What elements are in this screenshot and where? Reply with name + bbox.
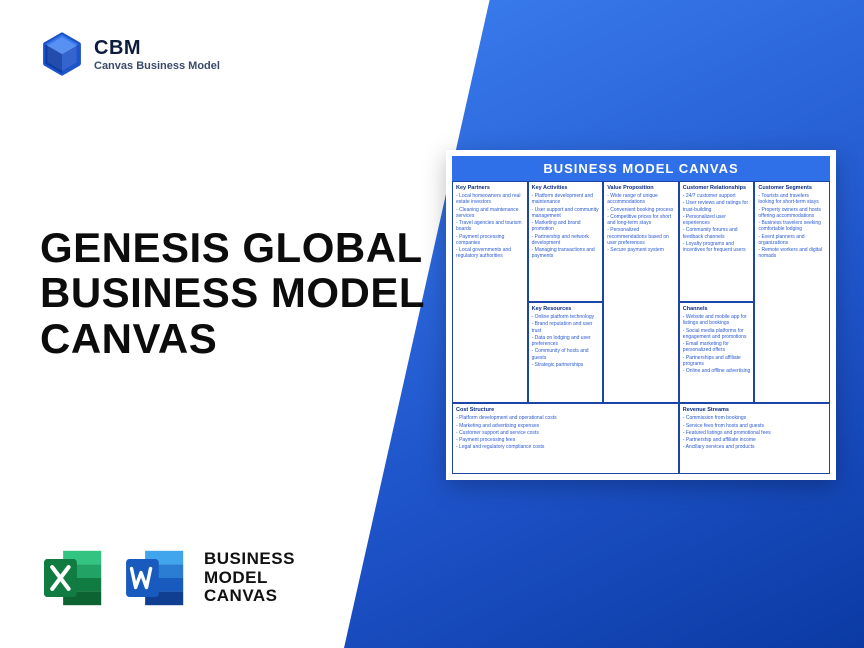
list-item: Travel agencies and tourism boards [456, 220, 524, 233]
block-channels: Channels Website and mobile app for list… [679, 302, 755, 403]
list-item: Marketing and brand promotion [532, 220, 600, 233]
list-item: 24/7 customer support [683, 193, 751, 199]
list-item: Ancillary services and products [683, 444, 826, 450]
file-format-icons: BUSINESS MODEL CANVAS [40, 544, 295, 612]
block-title: Customer Segments [758, 185, 826, 191]
list-item: Personalized recommendations based on us… [607, 227, 675, 246]
file-caption-l2: MODEL [204, 569, 295, 588]
hero-line-2: BUSINESS MODEL [40, 270, 425, 315]
block-value-proposition: Value Proposition Wide range of unique a… [603, 181, 679, 403]
list-item: Email marketing for personalized offers [683, 341, 751, 354]
list-item: Website and mobile app for listings and … [683, 314, 751, 327]
list-item: Partnerships and affiliate programs [683, 355, 751, 368]
list-item: Strategic partnerships [532, 362, 600, 368]
block-cost-structure: Cost Structure Platform development and … [452, 403, 679, 474]
list-item: Community of hosts and guests [532, 348, 600, 361]
block-title: Key Resources [532, 306, 600, 312]
hero-line-3: CANVAS [40, 316, 425, 361]
block-customer-relationships: Customer Relationships 24/7 customer sup… [679, 181, 755, 302]
list-item: Commission from bookings [683, 415, 826, 421]
list-item: Marketing and advertising expenses [456, 423, 675, 429]
list-item: Secure payment system [607, 247, 675, 253]
list-item: Data on lodging and user preferences [532, 335, 600, 348]
list-item: User reviews and ratings for trust-build… [683, 200, 751, 213]
block-title: Channels [683, 306, 751, 312]
list-item: Local governments and regulatory authori… [456, 247, 524, 260]
list-item: User support and community management [532, 207, 600, 220]
canvas-preview-card: BUSINESS MODEL CANVAS Key Partners Local… [446, 150, 836, 480]
block-title: Key Activities [532, 185, 600, 191]
list-item: Customer support and service costs [456, 430, 675, 436]
list-item: Service fees from hosts and guests [683, 423, 826, 429]
list-item: Brand reputation and user trust [532, 321, 600, 334]
block-key-resources: Key Resources Online platform technology… [528, 302, 604, 403]
file-caption: BUSINESS MODEL CANVAS [204, 550, 295, 606]
list-item: Tourists and travelers looking for short… [758, 193, 826, 206]
list-item: Property owners and hosts offering accom… [758, 207, 826, 220]
canvas-title: BUSINESS MODEL CANVAS [452, 156, 830, 181]
block-title: Revenue Streams [683, 407, 826, 413]
list-item: Business travelers seeking comfortable l… [758, 220, 826, 233]
list-item: Remote workers and digital nomads [758, 247, 826, 260]
list-item: Online and offline advertising [683, 368, 751, 374]
block-key-activities: Key Activities Platform development and … [528, 181, 604, 302]
list-item: Loyalty programs and incentives for freq… [683, 241, 751, 254]
list-item: Online platform technology [532, 314, 600, 320]
list-item: Personalized user experiences [683, 214, 751, 227]
block-key-partners: Key Partners Local homeowners and real e… [452, 181, 528, 403]
cbm-logo-icon [40, 32, 84, 76]
list-item: Managing transactions and payments [532, 247, 600, 260]
file-caption-l1: BUSINESS [204, 550, 295, 569]
list-item: Wide range of unique accommodations [607, 193, 675, 206]
logo-abbr: CBM [94, 37, 220, 60]
list-item: Event planners and organizations [758, 234, 826, 247]
hero-title: GENESIS GLOBAL BUSINESS MODEL CANVAS [40, 225, 425, 361]
word-icon [122, 544, 190, 612]
list-item: Featured listings and promotional fees [683, 430, 826, 436]
hero-line-1: GENESIS GLOBAL [40, 225, 425, 270]
list-item: Local homeowners and real estate investo… [456, 193, 524, 206]
canvas-grid: Key Partners Local homeowners and real e… [452, 181, 830, 474]
logo-subtitle: Canvas Business Model [94, 60, 220, 72]
list-item: Partnership and network development [532, 234, 600, 247]
list-item: Legal and regulatory compliance costs [456, 444, 675, 450]
list-item: Cleaning and maintenance services [456, 207, 524, 220]
block-revenue-streams: Revenue Streams Commission from bookings… [679, 403, 830, 474]
list-item: Platform development and maintenance [532, 193, 600, 206]
list-item: Payment processing companies [456, 234, 524, 247]
list-item: Convenient booking process [607, 207, 675, 213]
list-item: Partnership and affiliate income [683, 437, 826, 443]
brand-logo: CBM Canvas Business Model [40, 32, 220, 76]
block-title: Cost Structure [456, 407, 675, 413]
block-title: Value Proposition [607, 185, 675, 191]
list-item: Payment processing fees [456, 437, 675, 443]
file-caption-l3: CANVAS [204, 587, 295, 606]
list-item: Social media platforms for engagement an… [683, 328, 751, 341]
block-customer-segments: Customer Segments Tourists and travelers… [754, 181, 830, 403]
list-item: Competitive prices for short and long-te… [607, 214, 675, 227]
excel-icon [40, 544, 108, 612]
list-item: Community forums and feedback channels [683, 227, 751, 240]
list-item: Platform development and operational cos… [456, 415, 675, 421]
block-title: Customer Relationships [683, 185, 751, 191]
block-title: Key Partners [456, 185, 524, 191]
